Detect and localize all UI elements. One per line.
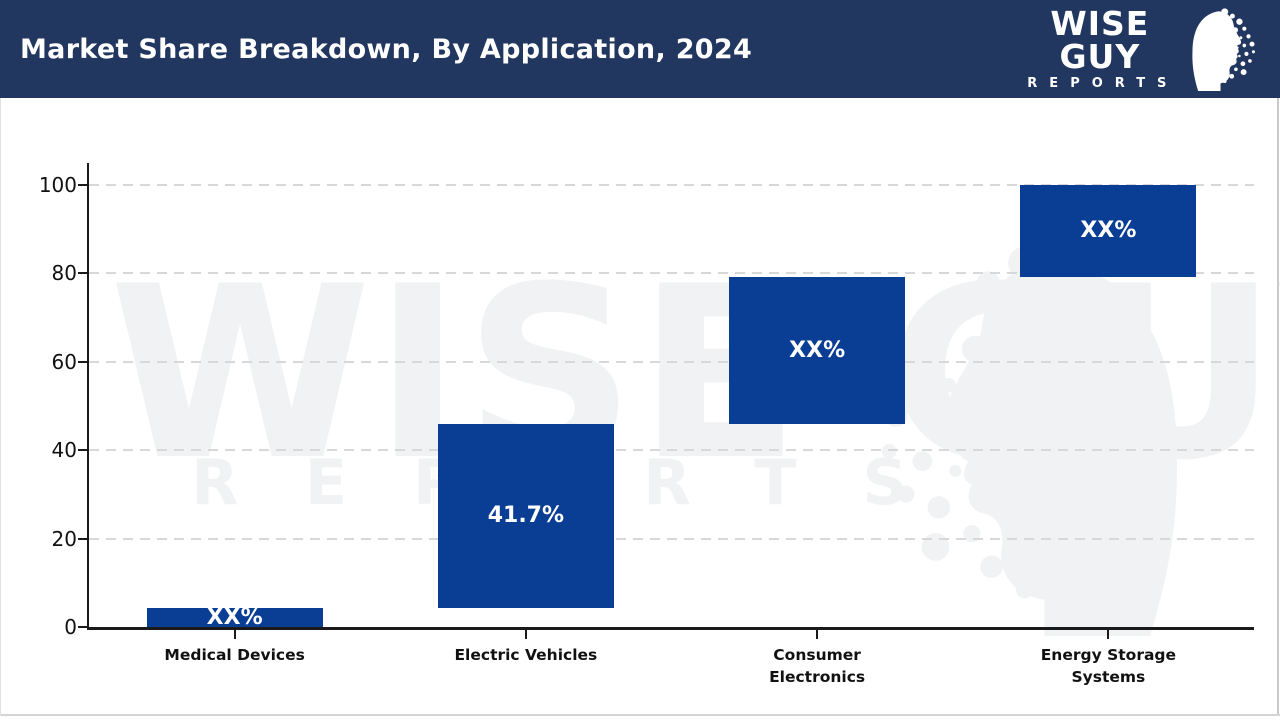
y-tick-label: 40	[51, 438, 77, 463]
bar-value-label: XX%	[789, 337, 846, 363]
y-tick-mark	[78, 184, 87, 187]
x-axis-line	[87, 627, 1254, 630]
x-tick-label: Electric Vehicles	[454, 646, 598, 664]
card-bottom-border	[1, 714, 1280, 716]
bar-electric-vehicles: 41.7%	[437, 423, 614, 608]
x-tick-label: Energy Storage Systems	[1040, 646, 1177, 686]
x-tick-label: Consumer Electronics	[769, 646, 866, 686]
y-tick-mark	[78, 449, 87, 452]
chart-card: WISE GUY REPORTS 020406080100XX%Medical …	[0, 98, 1280, 716]
y-tick-mark	[78, 360, 87, 363]
bar-value-label: XX%	[206, 604, 263, 630]
head-profile-icon	[1192, 8, 1255, 91]
y-tick-label: 20	[51, 526, 77, 551]
bar-energy-storage-systems: XX%	[1020, 185, 1197, 277]
y-tick-mark	[78, 272, 87, 275]
x-tick-mark	[524, 630, 527, 639]
page-title: Market Share Breakdown, By Application, …	[20, 33, 753, 65]
x-tick-label: Medical Devices	[164, 646, 305, 664]
wise-guy-reports-logo: WISE GUY REPORTS	[1016, 6, 1266, 92]
bar-medical-devices: XX%	[146, 604, 323, 630]
logo-wordmark: WISE GUY	[1050, 4, 1150, 76]
x-tick-mark	[816, 630, 819, 639]
bar-value-label: 41.7%	[487, 503, 565, 529]
bar-value-label: XX%	[1080, 218, 1137, 244]
y-axis-line	[87, 163, 89, 629]
y-tick-label: 60	[51, 349, 77, 374]
gridline	[89, 449, 1254, 452]
gridline	[89, 360, 1254, 363]
logo-text: WISE GUY REPORTS	[1016, 7, 1184, 91]
y-tick-label: 80	[51, 261, 77, 286]
gridline	[89, 537, 1254, 540]
x-tick-mark	[1107, 630, 1110, 639]
bar-consumer-electronics: XX%	[729, 276, 906, 424]
gridline	[89, 272, 1254, 275]
x-tick-mark	[233, 630, 236, 639]
y-tick-mark	[78, 626, 87, 628]
y-tick-label: 100	[38, 173, 77, 198]
y-tick-mark	[78, 537, 87, 540]
gridline	[89, 184, 1254, 187]
y-tick-label: 0	[64, 615, 77, 639]
plot-area: 0 20 40 60 80 100 XX% Medical Devices 41.7% Elect…	[39, 163, 1254, 686]
card-right-border	[1277, 98, 1279, 716]
header-bar: Market Share Breakdown, By Application, …	[0, 0, 1280, 98]
logo-subtitle: REPORTS	[1027, 76, 1179, 91]
